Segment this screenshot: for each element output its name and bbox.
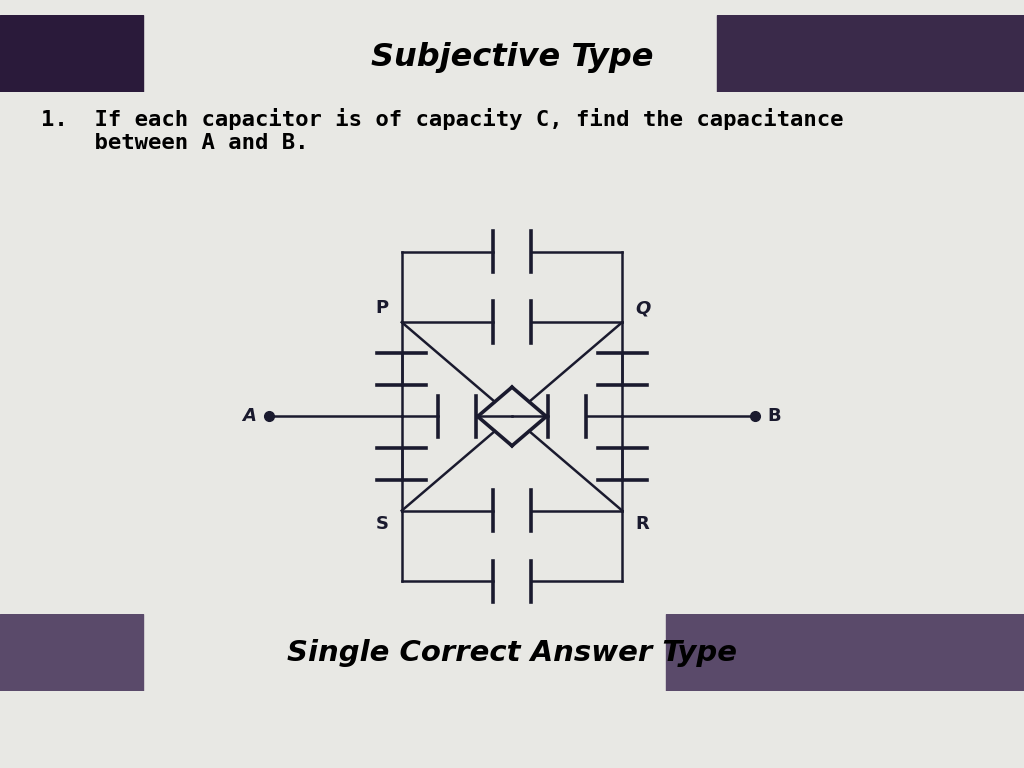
Text: Q: Q <box>636 300 651 317</box>
Bar <box>0 614 143 691</box>
Text: P: P <box>376 300 388 317</box>
Bar <box>666 614 1024 691</box>
Text: 1.  If each capacitor is of capacity C, find the capacitance
    between A and B: 1. If each capacitor is of capacity C, f… <box>41 108 844 154</box>
Text: B: B <box>768 408 781 425</box>
Bar <box>717 15 1024 92</box>
Text: S: S <box>376 515 388 534</box>
Text: Subjective Type: Subjective Type <box>371 42 653 73</box>
Text: Single Correct Answer Type: Single Correct Answer Type <box>287 639 737 667</box>
Bar <box>0 15 143 92</box>
Text: A: A <box>243 408 256 425</box>
Text: R: R <box>636 515 649 534</box>
